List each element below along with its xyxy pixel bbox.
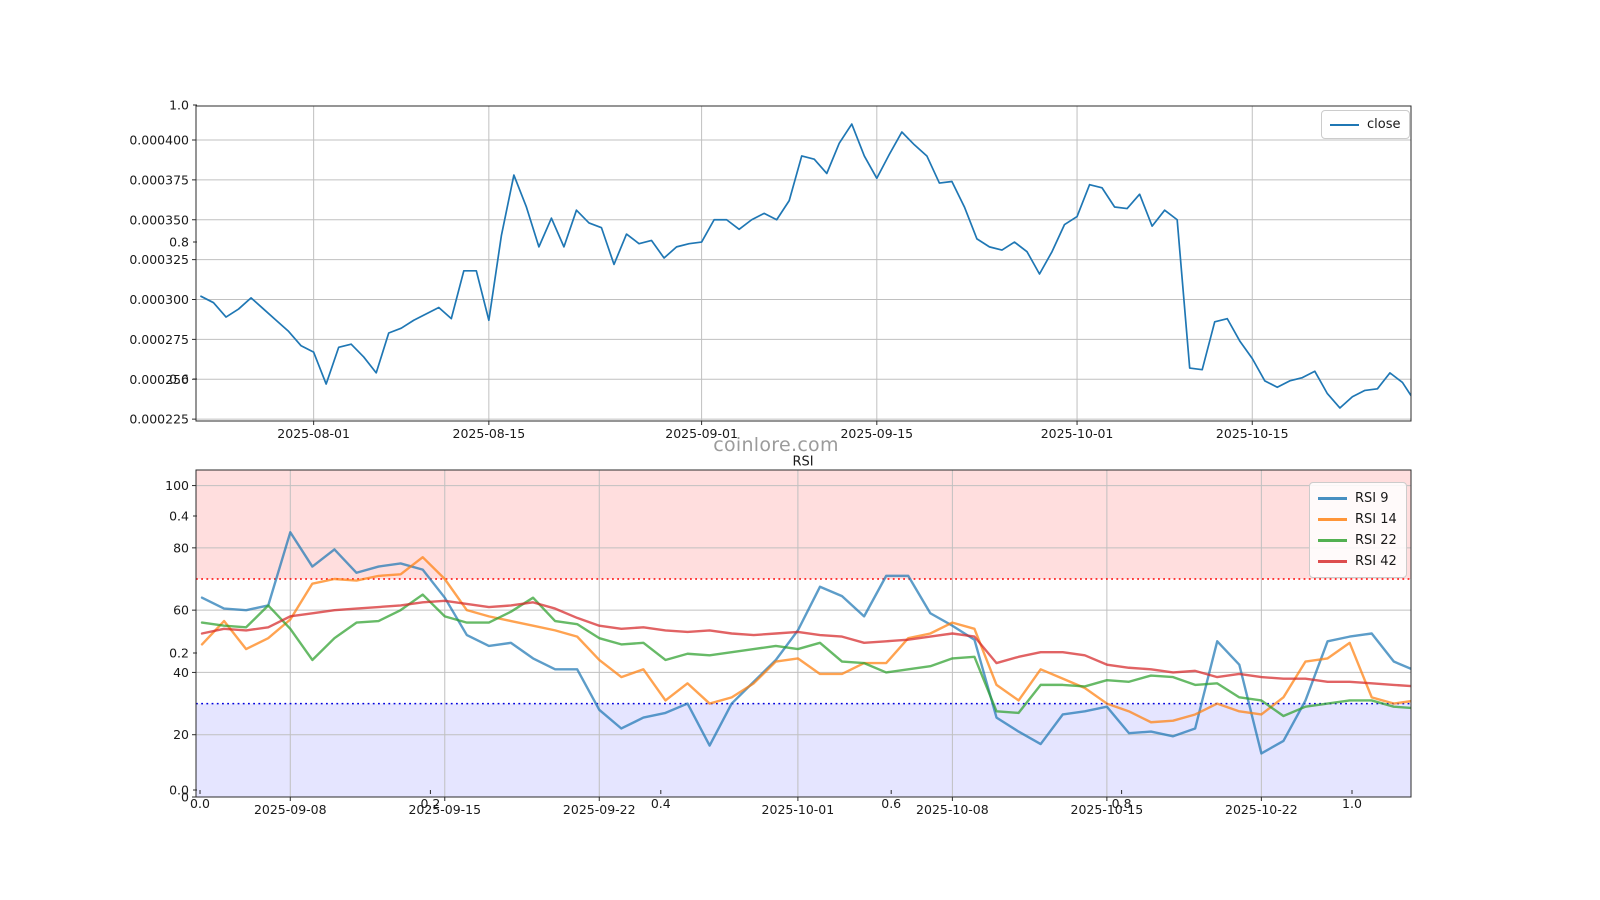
legend-label-close: close: [1367, 117, 1401, 132]
y-tick-label: 0.000225: [129, 412, 189, 427]
rsi14-line-swatch: [1318, 518, 1347, 521]
y-tick-label: 0: [181, 790, 189, 805]
overlay-x-tick-label: 0.4: [651, 796, 671, 811]
x-tick-label: 2025-08-01: [277, 426, 350, 441]
y-tick-label: 0.000375: [129, 172, 189, 187]
y-tick-label: 0.000250: [129, 372, 189, 387]
y-tick-label: 0.000300: [129, 292, 189, 307]
overlay-x-tick-label: 0.8: [1112, 796, 1132, 811]
price-axes-frame: [195, 105, 1412, 422]
overlay-axis: 1.0 0.8 0.6 0.4 0.2 0.00.0 0.2 0.4 0.6 0.8 1.0: [169, 98, 1362, 812]
overlay-x-tick-label: 0.0: [190, 796, 210, 811]
y-tick-label: 40: [173, 665, 189, 680]
y-tick-label: 20: [173, 727, 189, 742]
x-tick-label: 2025-10-15: [1216, 426, 1289, 441]
overlay-y-tick-label: 0.6: [169, 372, 189, 387]
rsi-line-3: [200, 593, 1411, 718]
x-tick-label: 2025-09-01: [665, 426, 738, 441]
close-line-swatch: [1330, 123, 1359, 126]
y-tick-label: 80: [173, 540, 189, 555]
rsi-chart-axes: 2025-09-08 2025-09-15 2025-09-22 2025-10-01…: [165, 469, 1412, 817]
price-chart-axes: 2025-08-01 2025-08-15 2025-09-01 2025-09-15…: [129, 105, 1412, 442]
rsi-line-4: [200, 599, 1411, 688]
overbought-band: [196, 470, 1411, 579]
x-tick-label: 2025-10-15: [1071, 802, 1144, 817]
legend-item-rsi22: RSI 22: [1318, 530, 1397, 551]
overlay-y-tick-label: 0.4: [169, 509, 189, 524]
y-tick-label: 60: [173, 603, 189, 618]
x-tick-label: 2025-09-08: [254, 802, 327, 817]
overlay-y-tick-label: 0.8: [169, 235, 189, 250]
overlay-x-tick-label: 0.2: [420, 796, 440, 811]
x-tick-label: 2025-10-01: [1041, 426, 1114, 441]
rsi-line-1: [200, 531, 1411, 755]
x-tick-label: 2025-08-15: [453, 426, 526, 441]
legend-label-rsi14: RSI 14: [1355, 512, 1397, 527]
y-tick-label: 0.000350: [129, 212, 189, 227]
oversold-band: [196, 703, 1411, 797]
legend-item-rsi42: RSI 42: [1318, 551, 1397, 572]
x-tick-label: 2025-10-01: [762, 802, 835, 817]
price-grid: [196, 106, 1411, 421]
rsi42-line-swatch: [1318, 560, 1347, 563]
rsi22-line-swatch: [1318, 539, 1347, 542]
overlay-x-tick-label: 1.0: [1342, 796, 1362, 811]
rsi-axes-frame: [195, 469, 1412, 798]
watermark: coinlore.com: [713, 434, 839, 456]
x-tick-label: 2025-10-22: [1225, 802, 1298, 817]
rsi-tick-labels: 2025-09-08 2025-09-15 2025-09-22 2025-10-01…: [165, 478, 1298, 817]
x-tick-label: 2025-09-22: [563, 802, 636, 817]
rsi-legend: RSI 9 RSI 14 RSI 22 RSI 42: [1309, 482, 1407, 578]
rsi-line-2: [200, 555, 1411, 724]
legend-item-rsi9: RSI 9: [1318, 488, 1397, 509]
price-tick-labels: 2025-08-01 2025-08-15 2025-09-01 2025-09-15…: [129, 133, 1288, 442]
overlay-y-tick-label: 1.0: [169, 98, 189, 113]
overlay-y-tick-label: 0.0: [169, 783, 189, 798]
y-tick-label: 0.000325: [129, 252, 189, 267]
y-tick-label: 0.000275: [129, 332, 189, 347]
rsi-chart-title: RSI: [792, 454, 814, 470]
overlay-y-tick-label: 0.2: [169, 646, 189, 661]
legend-label-rsi9: RSI 9: [1355, 491, 1389, 506]
y-tick-label: 100: [165, 478, 189, 493]
x-tick-label: 2025-10-08: [916, 802, 989, 817]
legend-label-rsi22: RSI 22: [1355, 533, 1397, 548]
legend-item-rsi14: RSI 14: [1318, 509, 1397, 530]
price-legend: close: [1321, 110, 1411, 139]
y-tick-label: 0.000400: [129, 133, 189, 148]
legend-item-close: close: [1330, 115, 1400, 134]
overlay-x-tick-label: 0.6: [881, 796, 901, 811]
close-line: [200, 123, 1411, 409]
x-tick-label: 2025-09-15: [840, 426, 913, 441]
x-tick-label: 2025-09-15: [408, 802, 481, 817]
rsi9-line-swatch: [1318, 497, 1347, 500]
legend-label-rsi42: RSI 42: [1355, 554, 1397, 569]
